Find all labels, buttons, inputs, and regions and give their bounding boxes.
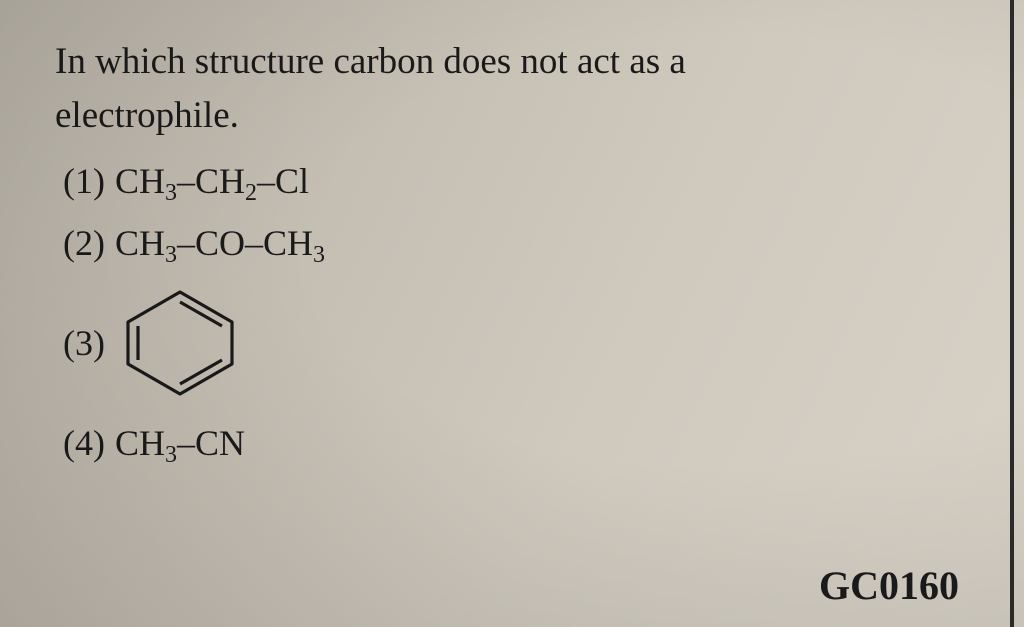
question-code: GC0160	[819, 562, 959, 609]
option-1-number: (1)	[63, 160, 105, 202]
benzene-outer-hex	[128, 292, 232, 394]
benzene-icon	[115, 284, 245, 402]
chem-sub: 2	[245, 180, 257, 207]
chem-part: –CO–CH	[177, 222, 313, 264]
chem-part: CH	[115, 422, 165, 464]
option-4: (4) CH3–CN	[63, 422, 969, 464]
question-line1: In which structure carbon does not act a…	[55, 41, 686, 82]
option-2: (2) CH3–CO–CH3	[63, 222, 969, 264]
chem-part: –CH	[177, 160, 245, 202]
chem-part: CH	[115, 160, 165, 202]
option-3: (3)	[63, 284, 969, 402]
option-1-formula: CH3–CH2–Cl	[115, 160, 309, 202]
option-4-number: (4)	[63, 422, 105, 464]
options-container: (1) CH3–CH2–Cl (2) CH3–CO–CH3 (3) (4) CH…	[55, 160, 969, 464]
question-line2: electrophile.	[55, 95, 239, 136]
option-1: (1) CH3–CH2–Cl	[63, 160, 969, 202]
option-3-number: (3)	[63, 322, 105, 364]
chem-sub: 3	[313, 242, 325, 269]
chem-sub: 3	[165, 242, 177, 269]
page-right-border	[1010, 0, 1014, 627]
question-text: In which structure carbon does not act a…	[55, 35, 969, 142]
option-2-number: (2)	[63, 222, 105, 264]
chem-part: –CN	[177, 422, 245, 464]
chem-sub: 3	[165, 180, 177, 207]
option-2-formula: CH3–CO–CH3	[115, 222, 325, 264]
chem-part: –Cl	[257, 160, 309, 202]
chem-sub: 3	[165, 442, 177, 469]
chem-part: CH	[115, 222, 165, 264]
option-4-formula: CH3–CN	[115, 422, 245, 464]
